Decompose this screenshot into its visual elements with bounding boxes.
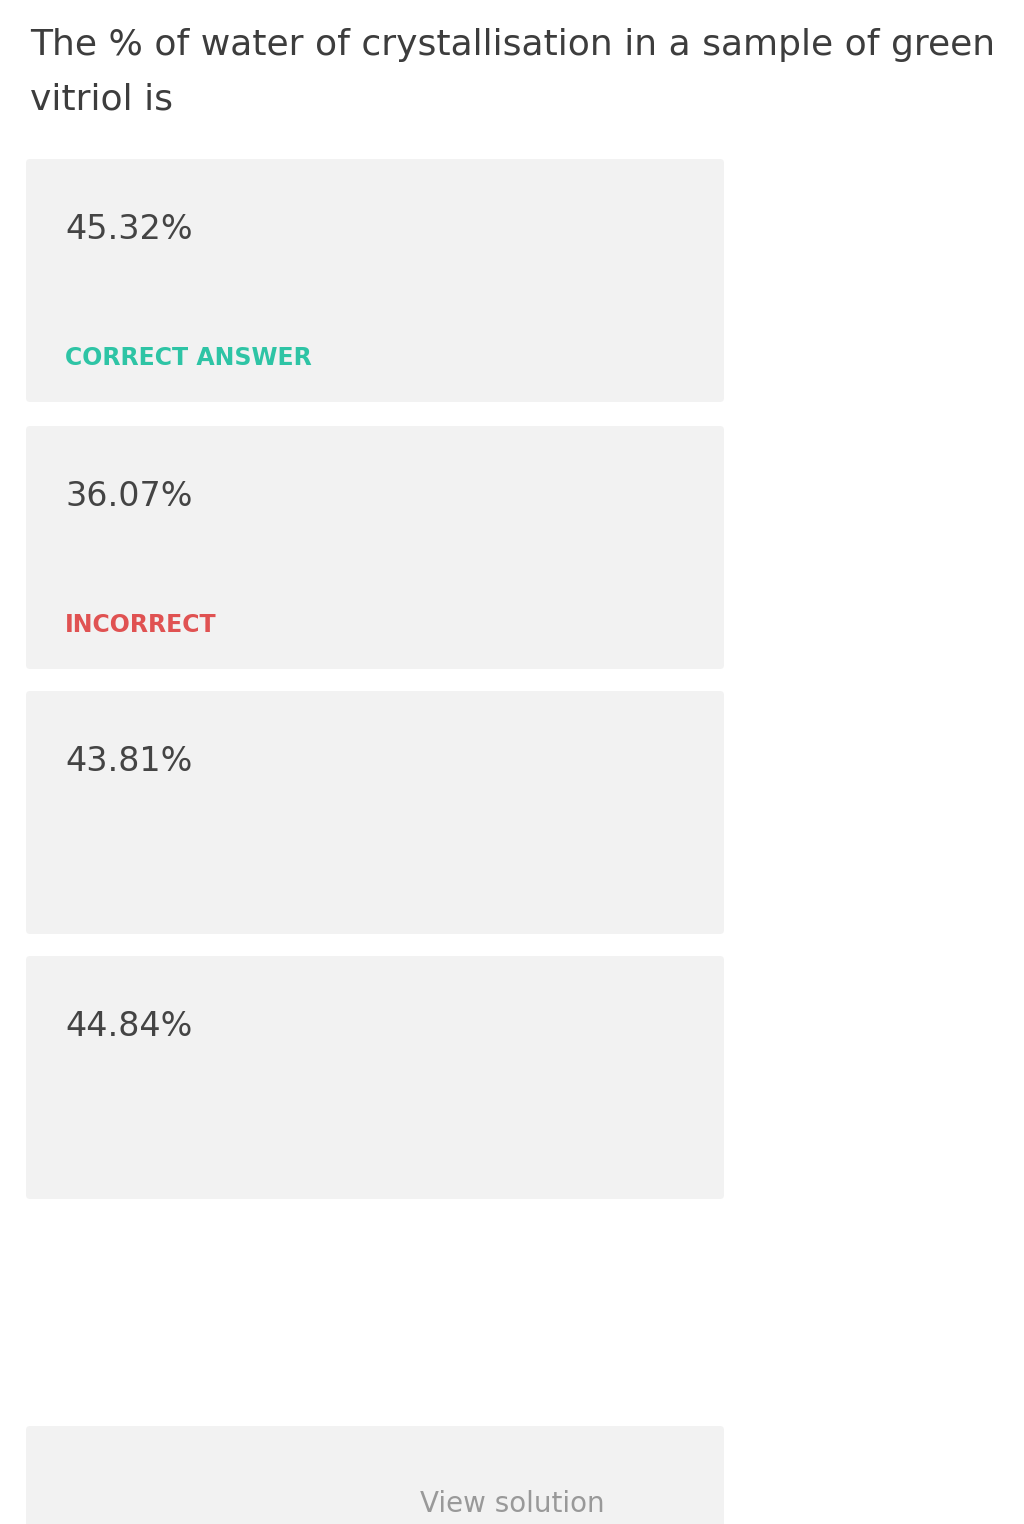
FancyBboxPatch shape [26,427,724,669]
Text: View solution: View solution [420,1490,604,1518]
Text: 36.07%: 36.07% [65,480,193,514]
Text: 45.32%: 45.32% [65,213,193,245]
Text: The % of water of crystallisation in a sample of green: The % of water of crystallisation in a s… [30,27,995,62]
FancyBboxPatch shape [26,158,724,402]
Text: vitriol is: vitriol is [30,82,173,117]
Text: 44.84%: 44.84% [65,1010,193,1042]
Text: 43.81%: 43.81% [65,745,193,777]
Text: INCORRECT: INCORRECT [65,613,217,637]
FancyBboxPatch shape [26,956,724,1199]
Text: CORRECT ANSWER: CORRECT ANSWER [65,346,311,370]
FancyBboxPatch shape [26,690,724,934]
FancyBboxPatch shape [26,1426,724,1524]
